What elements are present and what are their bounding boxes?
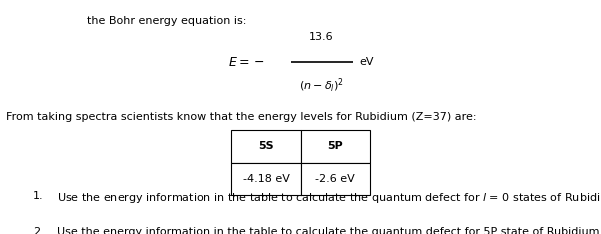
Text: eV: eV — [359, 57, 374, 67]
Text: Use the energy information in the table to calculate the quantum defect for 5P s: Use the energy information in the table … — [57, 227, 600, 234]
Bar — [231, 130, 300, 163]
Text: Use the energy information in the table to calculate the quantum defect for $l$ : Use the energy information in the table … — [57, 191, 601, 205]
Text: 13.6: 13.6 — [310, 33, 334, 42]
Text: -2.6 eV: -2.6 eV — [315, 174, 355, 184]
Bar — [300, 163, 370, 195]
Text: From taking spectra scientists know that the energy levels for Rubidium (Z=37) a: From taking spectra scientists know that… — [6, 112, 477, 122]
Text: $(n - \delta_l)^2$: $(n - \delta_l)^2$ — [299, 76, 344, 95]
Text: 1.: 1. — [33, 191, 44, 201]
Text: 5P: 5P — [327, 141, 343, 151]
Text: -4.18 eV: -4.18 eV — [243, 174, 289, 184]
Text: 5S: 5S — [258, 141, 273, 151]
Text: $E = -$: $E = -$ — [228, 55, 264, 69]
Text: 2.: 2. — [33, 227, 44, 234]
Bar — [300, 130, 370, 163]
Bar — [231, 163, 300, 195]
Text: the Bohr energy equation is:: the Bohr energy equation is: — [87, 16, 246, 26]
